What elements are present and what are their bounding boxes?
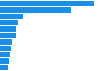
Bar (0, 26, 16, 32)
Bar (0, 1, 94, 6)
Bar (0, 20, 18, 25)
Bar (0, 14, 24, 19)
Bar (0, 33, 16, 38)
Bar (0, 7, 71, 13)
Bar (0, 52, 10, 57)
Bar (0, 46, 11, 51)
Bar (0, 65, 8, 70)
Bar (0, 58, 9, 64)
Bar (0, 39, 12, 45)
